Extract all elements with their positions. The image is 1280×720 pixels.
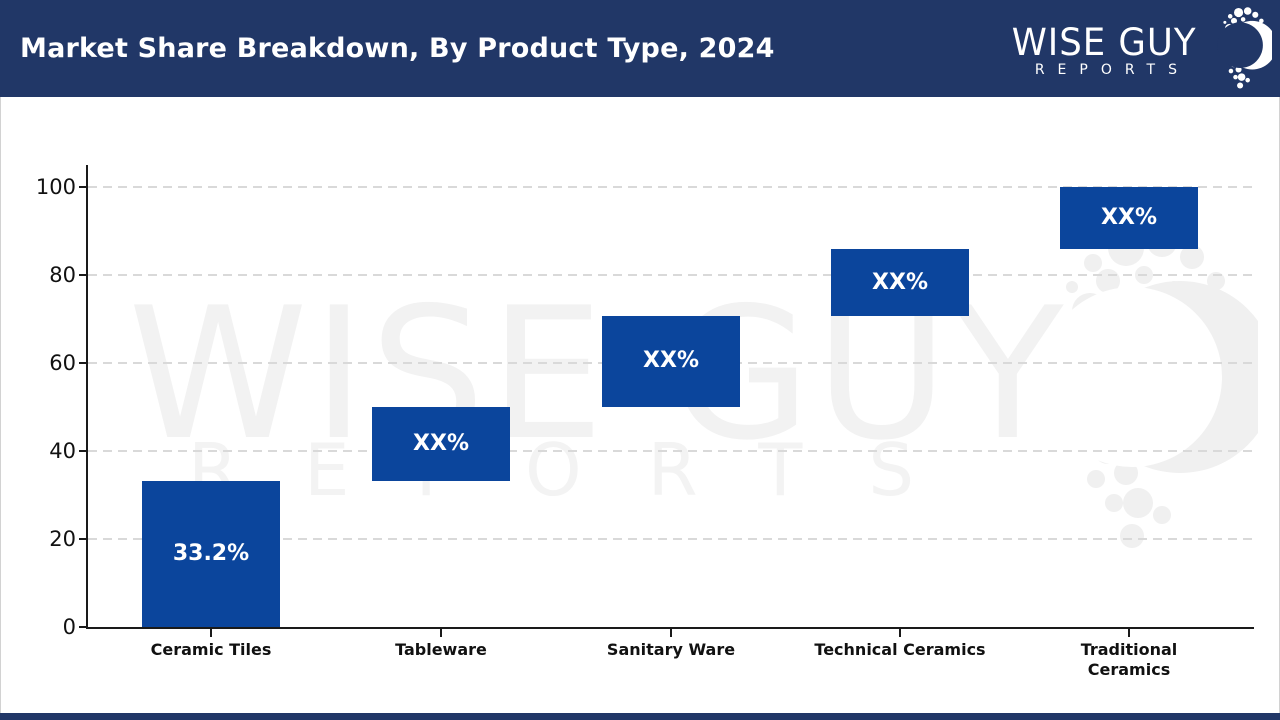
bar-segment: [142, 480, 280, 627]
x-axis-tick-label: Traditional Ceramics: [1080, 640, 1178, 679]
x-axis-tick: [899, 629, 901, 637]
y-axis-tick-label: 40: [49, 439, 76, 463]
logo-head-icon: [1217, 7, 1272, 89]
x-axis-tick-label: Technical Ceramics: [814, 640, 986, 659]
gridline: [88, 450, 1254, 452]
page-title: Market Share Breakdown, By Product Type,…: [20, 33, 775, 64]
footer-bar: [0, 713, 1280, 720]
x-axis-tick: [440, 629, 442, 637]
logo-subtitle: REPORTS: [1034, 62, 1190, 78]
y-axis-tick-label: 0: [62, 615, 76, 639]
y-axis-tick: [79, 538, 88, 540]
bar-value-label: XX%: [1101, 205, 1157, 231]
gridline: [88, 538, 1254, 540]
bar-value-label: XX%: [872, 269, 928, 295]
bar-segment: [831, 249, 969, 316]
x-axis-tick-label: Sanitary Ware: [606, 640, 736, 659]
x-axis-tick-label: Ceramic Tiles: [150, 640, 272, 659]
y-axis-tick: [79, 450, 88, 452]
bar-value-label: XX%: [643, 348, 699, 374]
wiseguy-logo: WISE GUY REPORTS: [1006, 0, 1274, 97]
y-axis-tick: [79, 362, 88, 364]
y-axis-tick: [79, 274, 88, 276]
y-axis-line: [86, 165, 88, 629]
bar-segment: [602, 315, 740, 407]
logo-wordmark: WISE GUY: [1011, 21, 1196, 64]
bar-segment: [372, 407, 510, 481]
x-axis-tick: [670, 629, 672, 637]
x-axis-line: [86, 627, 1254, 629]
bar-value-label: 33.2%: [172, 540, 250, 566]
header-bar: Market Share Breakdown, By Product Type,…: [0, 0, 1280, 97]
gridline: [88, 186, 1254, 188]
x-axis-tick: [210, 629, 212, 637]
y-axis-tick-label: 80: [49, 263, 76, 287]
gridline: [88, 274, 1254, 276]
x-axis-tick: [1128, 629, 1130, 637]
x-axis-tick-label: Tableware: [395, 640, 487, 659]
y-axis-tick-label: 20: [49, 527, 76, 551]
y-axis-tick-label: 60: [49, 351, 76, 375]
y-axis-tick: [79, 626, 88, 628]
bar-value-label: XX%: [413, 430, 469, 456]
y-axis-tick: [79, 186, 88, 188]
y-axis-tick-label: 100: [35, 175, 76, 199]
